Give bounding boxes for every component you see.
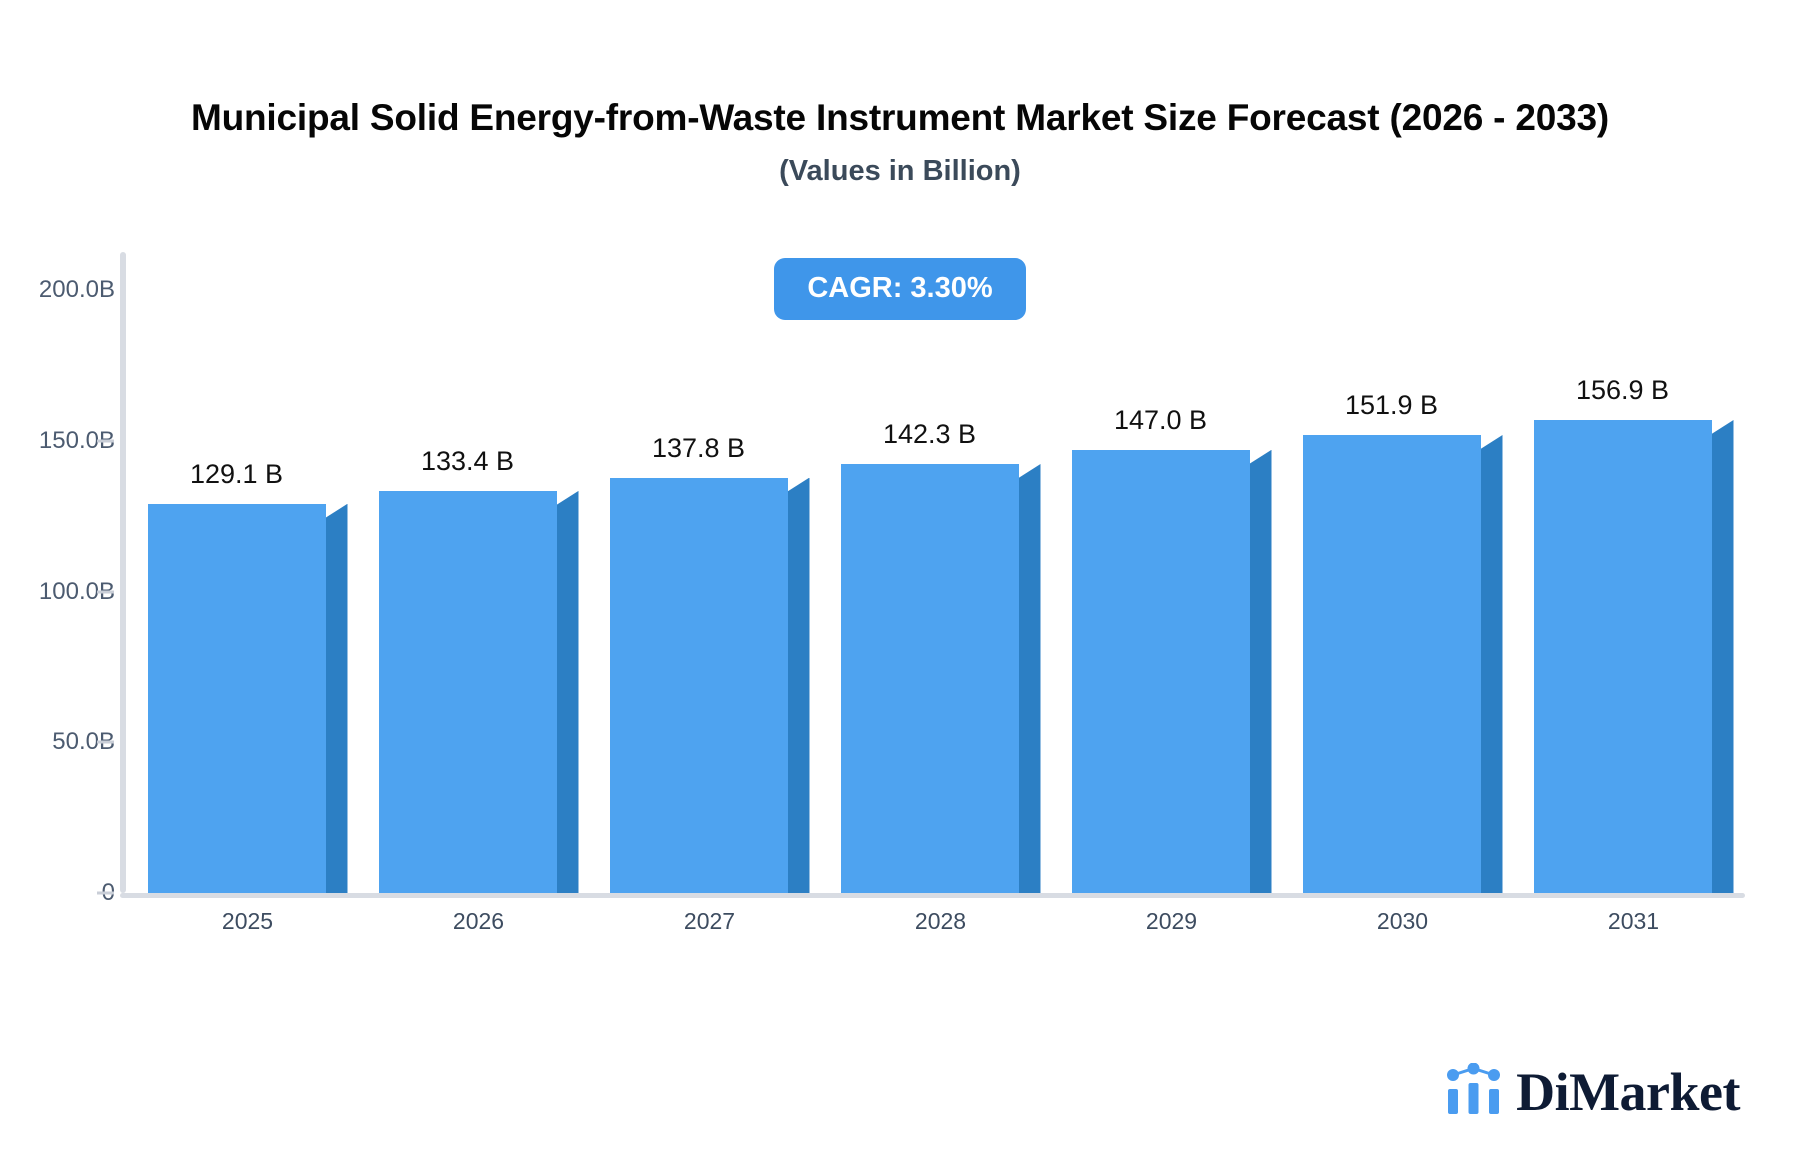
- bar-front-face: [378, 490, 557, 893]
- bar-value-label: 156.9 B: [1575, 374, 1670, 405]
- bar-2025[interactable]: 129.1 B: [147, 459, 348, 893]
- y-axis-tick-mark: [97, 891, 114, 895]
- bar-front-face: [1302, 435, 1481, 893]
- x-axis-tick-label: 2027: [683, 908, 736, 934]
- chart-subtitle: (Values in Billion): [779, 155, 1021, 188]
- bar-side-face: [1480, 435, 1503, 893]
- bar-side-face: [1249, 449, 1272, 893]
- y-axis-tick-label: 200.0B: [38, 276, 115, 303]
- bar-2028[interactable]: 142.3 B: [840, 419, 1041, 893]
- x-axis-tick-label: 2030: [1376, 908, 1429, 934]
- bar-side-face: [1018, 463, 1041, 893]
- logo-text: DiMarket: [1516, 1061, 1740, 1122]
- x-axis-tick-label: 2025: [221, 908, 274, 934]
- title-block: Municipal Solid Energy-from-Waste Instru…: [0, 96, 1800, 189]
- bar-value-label: 147.0 B: [1113, 404, 1208, 435]
- page-title: Municipal Solid Energy-from-Waste Instru…: [191, 97, 1609, 138]
- bar-chart-logo-icon: [1446, 1062, 1502, 1120]
- bar-2030[interactable]: 151.9 B: [1302, 390, 1503, 893]
- bar-front-face: [609, 477, 788, 893]
- bar-2031[interactable]: 156.9 B: [1533, 375, 1734, 893]
- bar-2029[interactable]: 147.0 B: [1071, 405, 1272, 893]
- y-axis-line: [120, 252, 126, 893]
- x-axis-tick-label: 2031: [1607, 908, 1660, 934]
- bar-side-face: [787, 477, 810, 893]
- x-axis-tick-label: 2029: [1145, 908, 1198, 934]
- x-axis-tick-label: 2026: [452, 908, 505, 934]
- bar-value-label: 142.3 B: [882, 418, 977, 449]
- bar-2027[interactable]: 137.8 B: [609, 433, 810, 893]
- x-axis-line: [120, 893, 1745, 898]
- bar-front-face: [840, 463, 1019, 893]
- bar-front-face: [1071, 449, 1250, 893]
- bar-front-face: [147, 503, 326, 893]
- bar-value-label: 137.8 B: [651, 432, 746, 463]
- bar-value-label: 133.4 B: [420, 445, 515, 476]
- bar-value-label: 151.9 B: [1344, 390, 1439, 421]
- y-axis-tick-mark: [97, 740, 114, 744]
- bar-side-face: [325, 503, 348, 893]
- bar-side-face: [1711, 419, 1734, 893]
- y-axis-tick-mark: [97, 590, 114, 593]
- brand-logo: DiMarket: [1446, 1061, 1740, 1122]
- bar-value-label: 129.1 B: [189, 458, 284, 489]
- x-axis-tick-label: 2028: [914, 908, 967, 934]
- y-axis-tick-mark: [97, 439, 114, 443]
- bar-side-face: [556, 490, 579, 893]
- bar-2026[interactable]: 133.4 B: [378, 446, 579, 893]
- bar-front-face: [1533, 419, 1712, 893]
